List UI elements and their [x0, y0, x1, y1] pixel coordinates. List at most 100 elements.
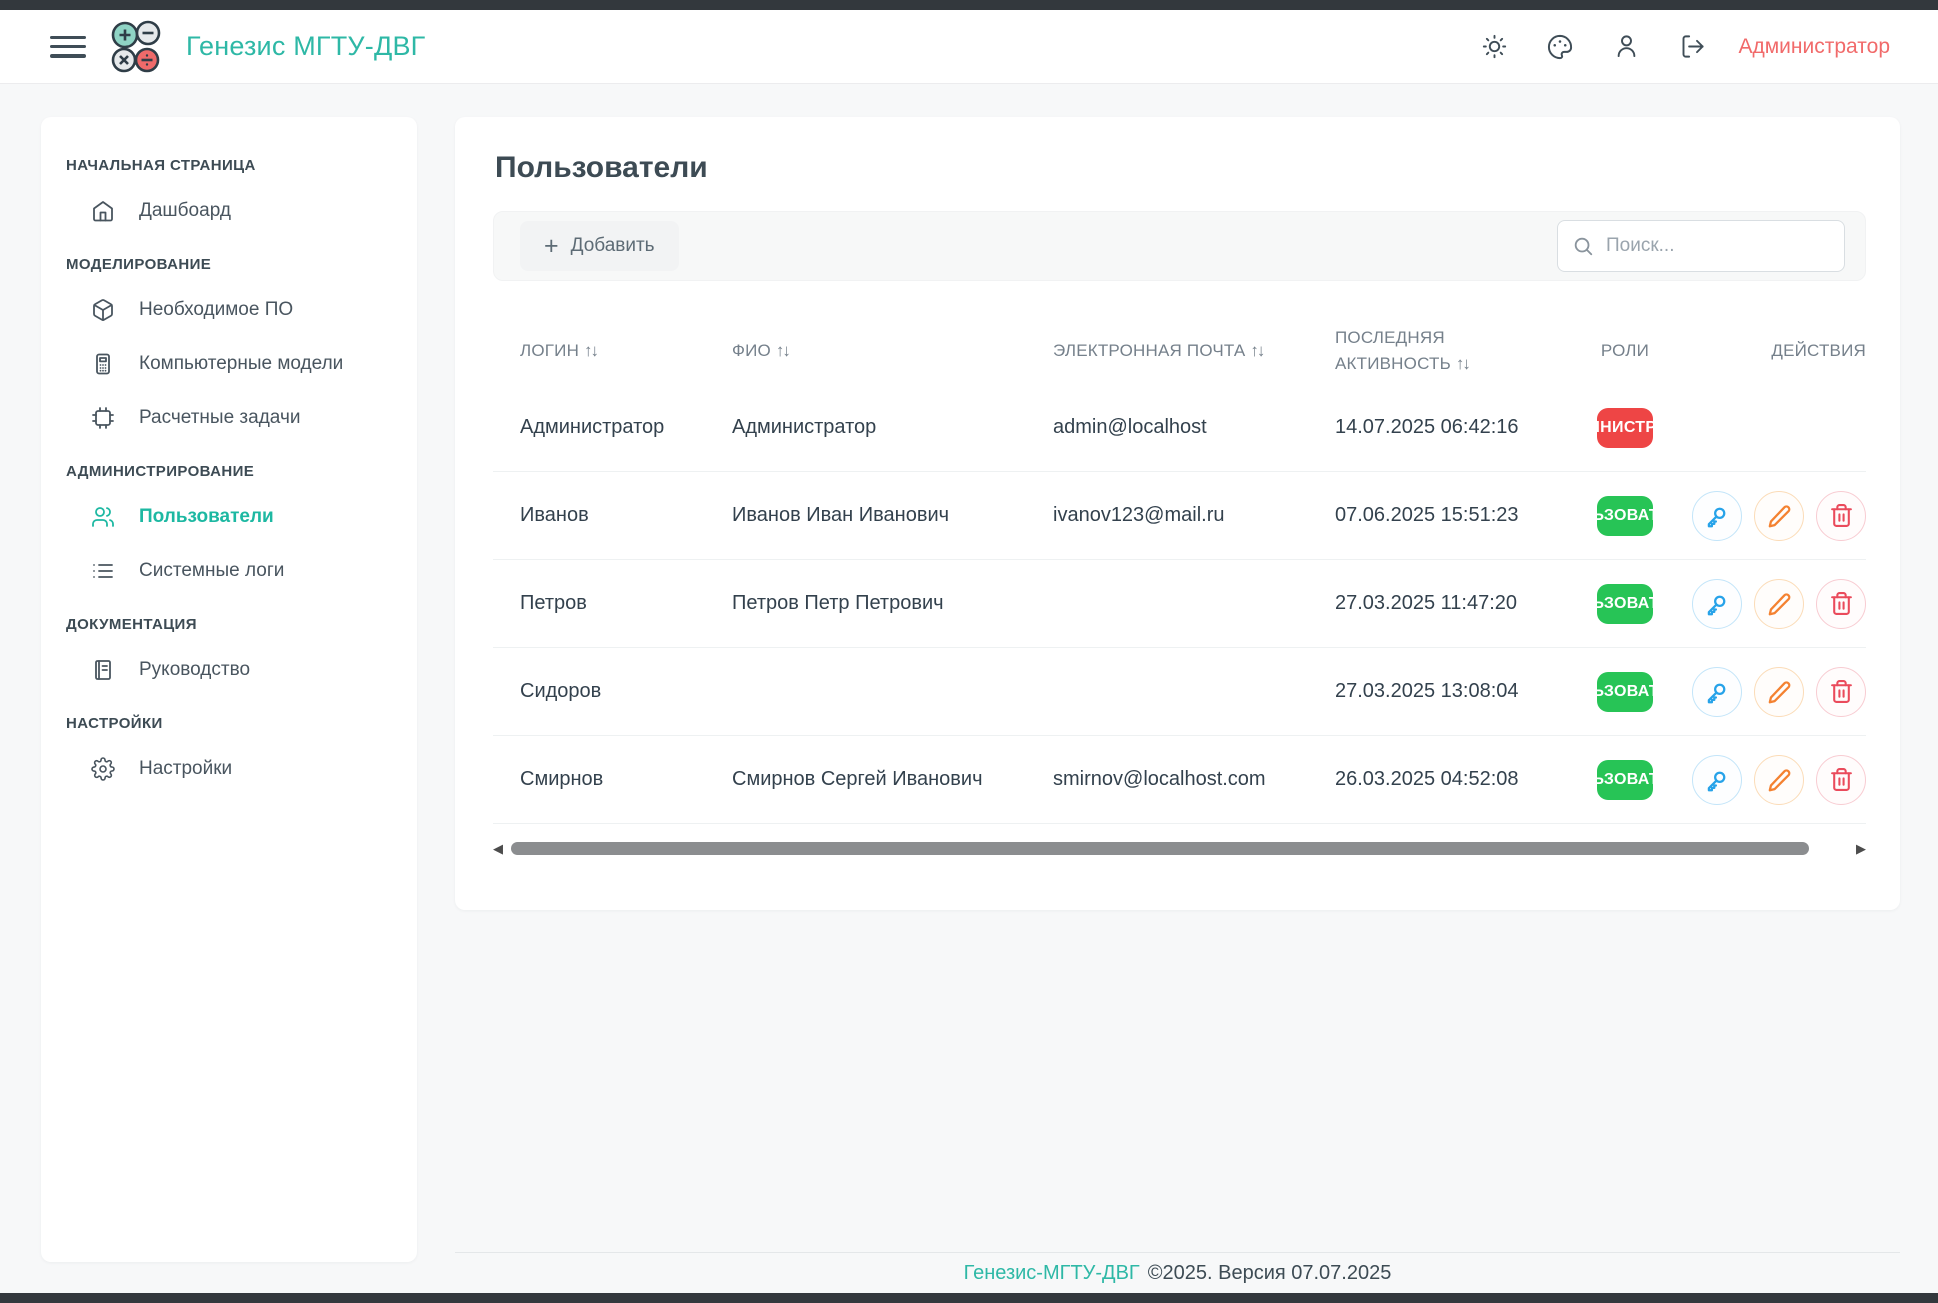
key-icon: [1707, 507, 1726, 527]
sidebar-section-documentation: ДОКУМЕНТАЦИЯ: [66, 616, 197, 633]
home-icon: [91, 199, 115, 223]
edit-user-button[interactable]: [1754, 666, 1804, 717]
cell-login: Администратор: [520, 416, 665, 438]
column-header-email[interactable]: ЭЛЕКТРОННАЯ ПОЧТА ↑↓: [1053, 340, 1265, 360]
table-row: Администратор Администратор admin@localh…: [493, 384, 1866, 472]
delete-user-button[interactable]: [1816, 754, 1866, 805]
sidebar-item-required-software[interactable]: Необходимое ПО: [41, 283, 417, 337]
sidebar-item-users[interactable]: Пользователи: [41, 490, 417, 544]
delete-user-button[interactable]: [1816, 666, 1866, 717]
pencil-icon: [1768, 680, 1791, 703]
bottom-strip: [0, 1293, 1938, 1303]
search-box[interactable]: [1557, 220, 1845, 272]
sidebar-item-label: Пользователи: [139, 506, 274, 527]
cell-login: Смирнов: [520, 768, 604, 790]
scroll-left-icon[interactable]: ◀: [493, 840, 503, 856]
users-table: ЛОГИН ↑↓ ФИО ↑↓ ЭЛЕКТРОННАЯ ПОЧТА ↑↓ ПОС…: [493, 318, 1866, 824]
cell-fio: Иванов Иван Иванович: [732, 504, 950, 526]
pencil-icon: [1768, 592, 1791, 615]
footer-brand-link[interactable]: Генезис-МГТУ-ДВГ: [963, 1261, 1140, 1284]
table-row: Сидоров 27.03.2025 13:08:04 ПОЛЬЗОВАТЕЛЬ: [493, 648, 1866, 736]
sidebar-item-computer-models[interactable]: Компьютерные модели: [41, 337, 417, 391]
app-logo-icon: [108, 19, 164, 75]
cell-actions: [1690, 578, 1866, 629]
sidebar-item-label: Необходимое ПО: [139, 299, 294, 320]
column-header-last-activity[interactable]: ПОСЛЕДНЯЯ АКТИВНОСТЬ ↑↓: [1335, 327, 1471, 373]
cell-login: Иванов: [520, 504, 589, 526]
trash-icon: [1830, 680, 1852, 703]
cpu-icon: [91, 406, 115, 430]
cell-fio: Смирнов Сергей Иванович: [732, 768, 983, 790]
password-key-button[interactable]: [1692, 578, 1742, 629]
book-icon: [91, 658, 115, 682]
horizontal-scrollbar: ◀ ▶: [493, 840, 1866, 856]
palette-icon[interactable]: [1546, 33, 1574, 61]
sort-icon[interactable]: ↑↓: [775, 340, 791, 360]
edit-user-button[interactable]: [1754, 578, 1804, 629]
menu-toggle-button[interactable]: [50, 34, 86, 60]
cell-actions: [1690, 666, 1866, 717]
sort-icon[interactable]: ↑↓: [1250, 340, 1265, 360]
footer-version-text: ©2025. Версия 07.07.2025: [1147, 1261, 1392, 1284]
key-icon: [1707, 595, 1726, 615]
column-header-fio[interactable]: ФИО ↑↓: [732, 340, 791, 360]
password-key-button[interactable]: [1692, 490, 1742, 541]
sidebar-item-manual[interactable]: Руководство: [41, 643, 417, 697]
sidebar-item-label: Расчетные задачи: [139, 407, 301, 428]
app-title: Генезис МГТУ-ДВГ: [186, 31, 426, 61]
edit-user-button[interactable]: [1754, 754, 1804, 805]
sidebar-item-label: Настройки: [139, 758, 233, 779]
current-user-label[interactable]: Администратор: [1738, 34, 1890, 58]
trash-icon: [1830, 504, 1852, 527]
sidebar-item-dashboard[interactable]: Дашбоард: [41, 184, 417, 238]
sort-icon[interactable]: ↑↓: [584, 340, 599, 360]
column-header-login[interactable]: ЛОГИН ↑↓: [520, 340, 599, 360]
profile-icon[interactable]: [1612, 33, 1640, 61]
box-icon: [91, 298, 115, 322]
role-badge: ПОЛЬЗОВАТЕЛЬ: [1597, 495, 1653, 536]
pencil-icon: [1768, 504, 1791, 527]
table-toolbar: + Добавить: [493, 211, 1866, 281]
cell-fio: Петров Петр Петрович: [732, 592, 944, 614]
sidebar-item-settings[interactable]: Настройки: [41, 742, 417, 796]
cell-last-activity: 27.03.2025 13:08:04: [1335, 680, 1519, 702]
password-key-button[interactable]: [1692, 666, 1742, 717]
sidebar-item-computation-tasks[interactable]: Расчетные задачи: [41, 391, 417, 445]
table-header-row: ЛОГИН ↑↓ ФИО ↑↓ ЭЛЕКТРОННАЯ ПОЧТА ↑↓ ПОС…: [493, 318, 1866, 384]
password-key-button[interactable]: [1692, 754, 1742, 805]
key-icon: [1707, 683, 1726, 703]
cell-actions: [1690, 490, 1866, 541]
users-panel: Пользователи + Добавить: [455, 117, 1900, 910]
cell-last-activity: 14.07.2025 06:42:16: [1335, 416, 1519, 438]
top-strip: [0, 0, 1938, 10]
cell-login: Петров: [520, 592, 587, 614]
cell-fio: Администратор: [732, 416, 877, 438]
users-icon: [91, 505, 115, 529]
edit-user-button[interactable]: [1754, 490, 1804, 541]
key-icon: [1707, 771, 1726, 791]
sort-icon[interactable]: ↑↓: [1455, 354, 1471, 373]
sidebar-item-system-logs[interactable]: Системные логи: [41, 544, 417, 598]
add-user-button[interactable]: + Добавить: [520, 221, 679, 271]
sidebar-section-modeling: МОДЕЛИРОВАНИЕ: [66, 256, 212, 273]
trash-icon: [1830, 592, 1852, 615]
sidebar-item-label: Системные логи: [139, 560, 285, 581]
table-row: Смирнов Смирнов Сергей Иванович smirnov@…: [493, 736, 1866, 824]
cell-email: admin@localhost: [1053, 416, 1207, 438]
scroll-right-icon[interactable]: ▶: [1856, 840, 1866, 856]
delete-user-button[interactable]: [1816, 578, 1866, 629]
search-input[interactable]: [1606, 235, 1830, 257]
role-badge: АДМИНИСТРАТОР: [1597, 407, 1653, 448]
logout-icon[interactable]: [1678, 33, 1706, 61]
sidebar-section-administration: АДМИНИСТРИРОВАНИЕ: [66, 463, 255, 480]
theme-toggle-icon[interactable]: [1480, 33, 1508, 61]
sidebar-item-label: Дашбоард: [139, 200, 231, 221]
scrollbar-thumb[interactable]: [511, 841, 1809, 855]
column-header-roles: РОЛИ: [1600, 340, 1650, 360]
pencil-icon: [1768, 768, 1791, 791]
cell-email: smirnov@localhost.com: [1053, 768, 1266, 790]
role-badge: ПОЛЬЗОВАТЕЛЬ: [1597, 583, 1653, 624]
trash-icon: [1830, 768, 1852, 791]
search-icon: [1572, 235, 1594, 257]
delete-user-button[interactable]: [1816, 490, 1866, 541]
